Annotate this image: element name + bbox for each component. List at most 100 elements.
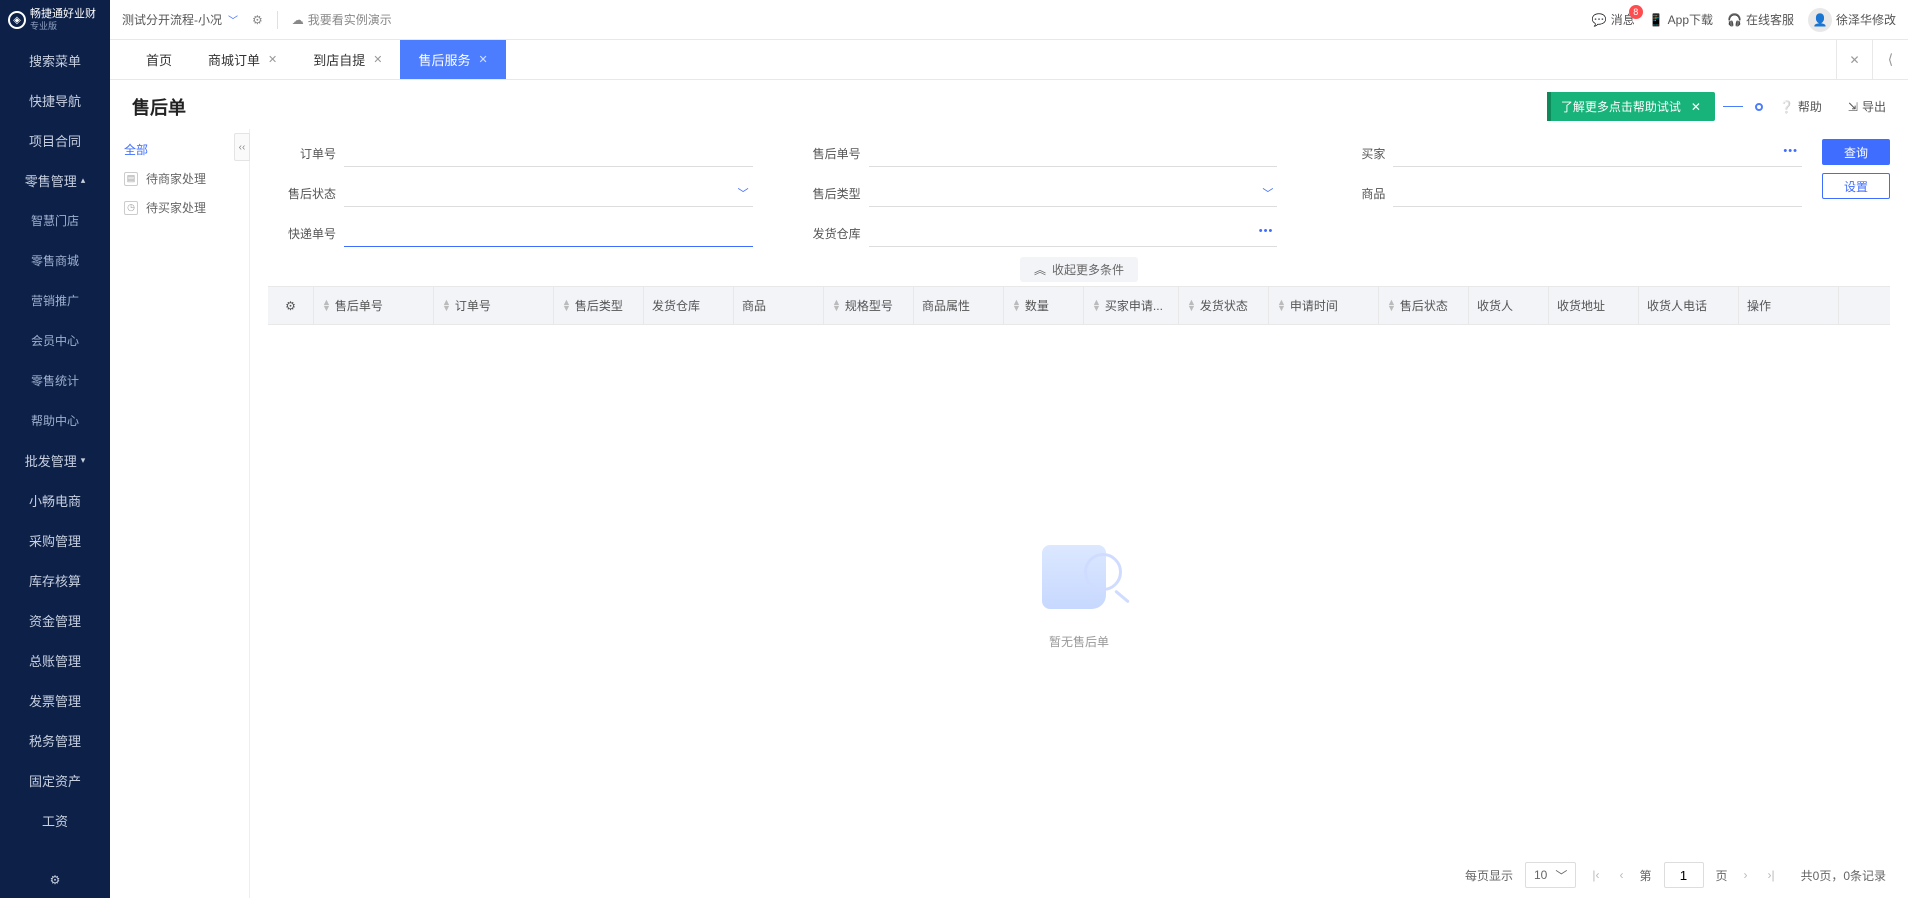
- sidebar-item-ecom[interactable]: 小畅电商: [0, 480, 110, 520]
- field-order-no: 订单号: [268, 139, 753, 167]
- tab-mall-orders[interactable]: 商城订单 ✕: [190, 40, 295, 79]
- table-col[interactable]: ▲▼数量: [1004, 287, 1084, 324]
- table-col[interactable]: ▲▼订单号: [434, 287, 554, 324]
- gear-icon: ⚙: [50, 873, 61, 887]
- export-link[interactable]: ⇲ 导出: [1848, 98, 1886, 115]
- workflow-selector[interactable]: 测试分开流程-小况 ﹀: [122, 11, 238, 28]
- pager-next[interactable]: ›: [1740, 868, 1752, 882]
- table-col[interactable]: ▲▼规格型号: [824, 287, 914, 324]
- ellipsis-icon[interactable]: •••: [1783, 145, 1798, 157]
- table-settings-button[interactable]: ⚙: [268, 287, 314, 324]
- input-express-no[interactable]: [344, 219, 753, 247]
- tab-label: 商城订单: [208, 50, 260, 69]
- select-aftersale-status[interactable]: ﹀: [344, 179, 753, 207]
- per-page-select[interactable]: 10 ﹀: [1525, 862, 1576, 888]
- table-col[interactable]: 收货地址: [1549, 287, 1639, 324]
- topbar-download[interactable]: 📱 App下载: [1649, 11, 1713, 28]
- table-col[interactable]: 收货人: [1469, 287, 1549, 324]
- filter-all[interactable]: 全部: [110, 135, 249, 164]
- input-order-no[interactable]: [344, 139, 753, 167]
- topbar: 测试分开流程-小况 ﹀ ⚙ ☁ 我要看实例演示 💬 消息 8 📱 App下载 🎧: [110, 0, 1908, 40]
- sidebar-item-stock[interactable]: 库存核算: [0, 560, 110, 600]
- table-col[interactable]: ▲▼售后类型: [554, 287, 644, 324]
- table-col[interactable]: 发货仓库: [644, 287, 734, 324]
- page-head: 售后单 了解更多点击帮助试试 ✕ ❔ 帮助 ⇲ 导出: [110, 80, 1908, 129]
- sidebar-sub-smartstore[interactable]: 智慧门店: [0, 200, 110, 240]
- field-product: 商品: [1317, 179, 1802, 207]
- pager-last[interactable]: ›|: [1764, 868, 1779, 882]
- input-aftersale-no[interactable]: [869, 139, 1278, 167]
- topbar-messages[interactable]: 💬 消息 8: [1592, 11, 1635, 28]
- help-tip-close[interactable]: ✕: [1691, 100, 1701, 114]
- sidebar-item-assets[interactable]: 固定资产: [0, 760, 110, 800]
- sidebar-item-wholesale[interactable]: 批发管理: [0, 440, 110, 480]
- sidebar-sub-stats[interactable]: 零售统计: [0, 360, 110, 400]
- sidebar-sub-member[interactable]: 会员中心: [0, 320, 110, 360]
- input-warehouse[interactable]: •••: [869, 219, 1278, 247]
- table-col[interactable]: 商品属性: [914, 287, 1004, 324]
- setting-button[interactable]: 设置: [1822, 173, 1890, 199]
- tabs-close-all[interactable]: ✕: [1836, 40, 1872, 79]
- page-post-label: 页: [1716, 867, 1728, 884]
- close-icon[interactable]: ✕: [479, 53, 488, 66]
- sidebar-sub-mall[interactable]: 零售商城: [0, 240, 110, 280]
- sidebar-item-tax[interactable]: 税务管理: [0, 720, 110, 760]
- pagination: 每页显示 10 ﹀ |‹ ‹ 第 页 › ›| 共0页，0条记录: [250, 852, 1908, 898]
- topbar-support[interactable]: 🎧 在线客服: [1727, 11, 1794, 28]
- divider: [277, 11, 278, 29]
- help-link[interactable]: ❔ 帮助: [1779, 98, 1822, 115]
- input-buyer[interactable]: •••: [1393, 139, 1802, 167]
- table-col[interactable]: 收货人电话: [1639, 287, 1739, 324]
- filter-buyer-pending[interactable]: ◷ 待买家处理: [110, 193, 249, 222]
- sidebar-sub-help[interactable]: 帮助中心: [0, 400, 110, 440]
- table-col[interactable]: 操作: [1739, 287, 1839, 324]
- search-button[interactable]: 查询: [1822, 139, 1890, 165]
- sidebar-sub-marketing[interactable]: 营销推广: [0, 280, 110, 320]
- table-col[interactable]: 商品: [734, 287, 824, 324]
- sidebar-item-funds[interactable]: 资金管理: [0, 600, 110, 640]
- sidebar-item-project[interactable]: 项目合同: [0, 120, 110, 160]
- col-label: 订单号: [455, 297, 491, 314]
- table-col[interactable]: ▲▼售后状态: [1379, 287, 1469, 324]
- tab-pickup[interactable]: 到店自提 ✕: [295, 40, 400, 79]
- close-icon[interactable]: ✕: [268, 53, 277, 66]
- select-aftersale-type[interactable]: ﹀: [869, 179, 1278, 207]
- sidebar-item-retail[interactable]: 零售管理: [0, 160, 110, 200]
- table-col[interactable]: ▲▼申请时间: [1269, 287, 1379, 324]
- filter-merchant-pending[interactable]: ▤ 待商家处理: [110, 164, 249, 193]
- sidebar-item-quicknav[interactable]: 快捷导航: [0, 80, 110, 120]
- chevron-down-icon[interactable]: ﹀: [1262, 185, 1273, 201]
- close-icon[interactable]: ✕: [373, 53, 382, 66]
- table-col[interactable]: ▲▼买家申请...: [1084, 287, 1179, 324]
- sidebar-item-salary[interactable]: 工资: [0, 800, 110, 840]
- workflow-settings-icon[interactable]: ⚙: [252, 13, 263, 27]
- sidebar-item-search[interactable]: 搜索菜单: [0, 40, 110, 80]
- tab-label: 到店自提: [313, 50, 365, 69]
- tabs-overflow[interactable]: ⟨: [1872, 40, 1908, 79]
- brand-name: 畅捷通好业财: [30, 9, 96, 20]
- chevron-down-icon[interactable]: ﹀: [738, 185, 749, 201]
- sidebar-settings[interactable]: ⚙: [0, 862, 110, 898]
- filter-strip-collapse[interactable]: ‹‹: [234, 133, 250, 161]
- pager-prev[interactable]: ‹: [1615, 868, 1627, 882]
- topbar-user[interactable]: 👤 徐泽华修改: [1808, 8, 1896, 32]
- col-label: 收货人: [1477, 297, 1513, 314]
- tab-home[interactable]: 首页: [128, 40, 190, 79]
- sidebar-item-invoice[interactable]: 发票管理: [0, 680, 110, 720]
- brand-icon: ◈: [8, 11, 26, 29]
- sidebar-item-ledger[interactable]: 总账管理: [0, 640, 110, 680]
- table-col[interactable]: ▲▼售后单号: [314, 287, 434, 324]
- field-aftersale-status: 售后状态 ﹀: [268, 179, 753, 207]
- page-input[interactable]: [1664, 862, 1704, 888]
- workflow-label: 测试分开流程-小况: [122, 11, 222, 28]
- pager-first[interactable]: |‹: [1588, 868, 1603, 882]
- headset-icon: 🎧: [1727, 13, 1742, 27]
- input-product[interactable]: [1393, 179, 1802, 207]
- collapse-more-button[interactable]: ︽ 收起更多条件: [1020, 257, 1138, 282]
- ellipsis-icon[interactable]: •••: [1259, 225, 1274, 237]
- col-label: 发货状态: [1200, 297, 1248, 314]
- table-col[interactable]: ▲▼发货状态: [1179, 287, 1269, 324]
- demo-link[interactable]: ☁ 我要看实例演示: [292, 11, 392, 28]
- tab-aftersale[interactable]: 售后服务 ✕: [400, 40, 505, 79]
- sidebar-item-purchase[interactable]: 采购管理: [0, 520, 110, 560]
